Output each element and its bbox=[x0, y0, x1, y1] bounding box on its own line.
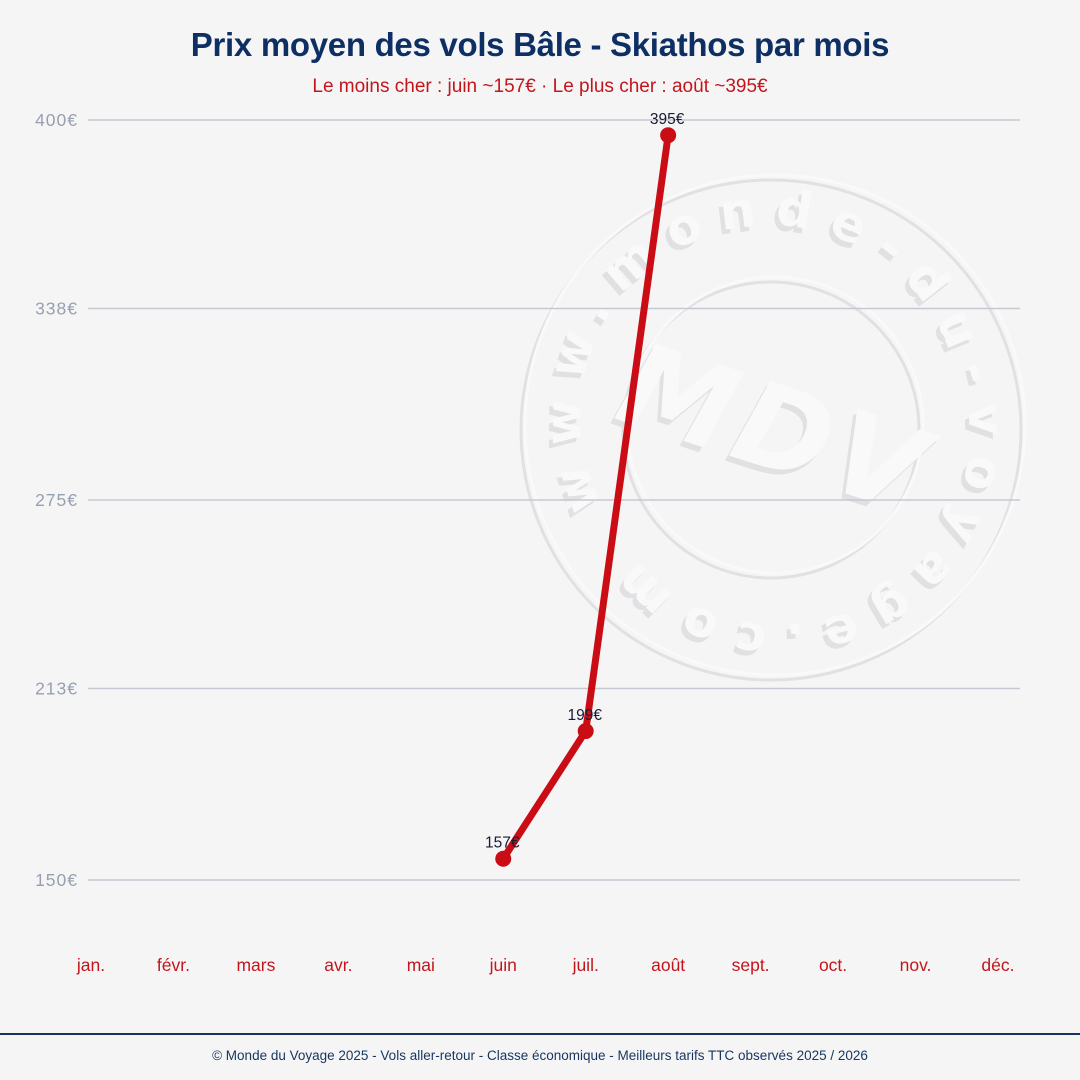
watermark-outer-circle bbox=[519, 178, 1023, 682]
month-label: févr. bbox=[157, 955, 190, 975]
gridlines bbox=[88, 119, 1020, 881]
month-label: sept. bbox=[732, 955, 770, 975]
price-line-series bbox=[495, 127, 677, 867]
month-label: mai bbox=[407, 955, 435, 975]
price-point bbox=[577, 723, 594, 740]
price-point bbox=[660, 127, 677, 144]
price-point-label: 395€ bbox=[650, 111, 685, 128]
month-label: mars bbox=[236, 955, 275, 975]
y-tick-label: 150€ bbox=[35, 870, 78, 890]
y-tick-label: 338€ bbox=[35, 298, 78, 318]
price-point-label: 157€ bbox=[485, 835, 520, 852]
month-label: déc. bbox=[981, 955, 1014, 975]
month-label: jan. bbox=[76, 955, 105, 975]
price-point bbox=[495, 850, 512, 867]
watermark-outer-circle bbox=[523, 173, 1027, 677]
month-label: juin bbox=[489, 955, 517, 975]
month-label: août bbox=[651, 955, 685, 975]
price-point-label: 199€ bbox=[567, 707, 602, 724]
footer-divider bbox=[0, 1033, 1080, 1035]
y-tick-label: 275€ bbox=[35, 490, 78, 510]
y-tick-label: 400€ bbox=[35, 110, 78, 130]
axis-labels: 150€ 213€ 275€ 338€ 400€ jan. févr. mars avr. mai… bbox=[35, 110, 1014, 975]
page-subtitle: Le moins cher : juin ~157€ · Le plus che… bbox=[312, 76, 768, 97]
month-label: nov. bbox=[900, 955, 932, 975]
watermark-inner-circle bbox=[621, 280, 921, 580]
footer-text: © Monde du Voyage 2025 - Vols aller-reto… bbox=[212, 1048, 868, 1063]
month-label: oct. bbox=[819, 955, 847, 975]
month-label: juil. bbox=[572, 955, 599, 975]
watermark-stamp: www.monde-du-voyage.com MDV www.monde-du… bbox=[519, 173, 1027, 682]
y-tick-label: 213€ bbox=[35, 678, 78, 698]
page-title: Prix moyen des vols Bâle - Skiathos par … bbox=[190, 26, 890, 63]
month-label: avr. bbox=[324, 955, 352, 975]
